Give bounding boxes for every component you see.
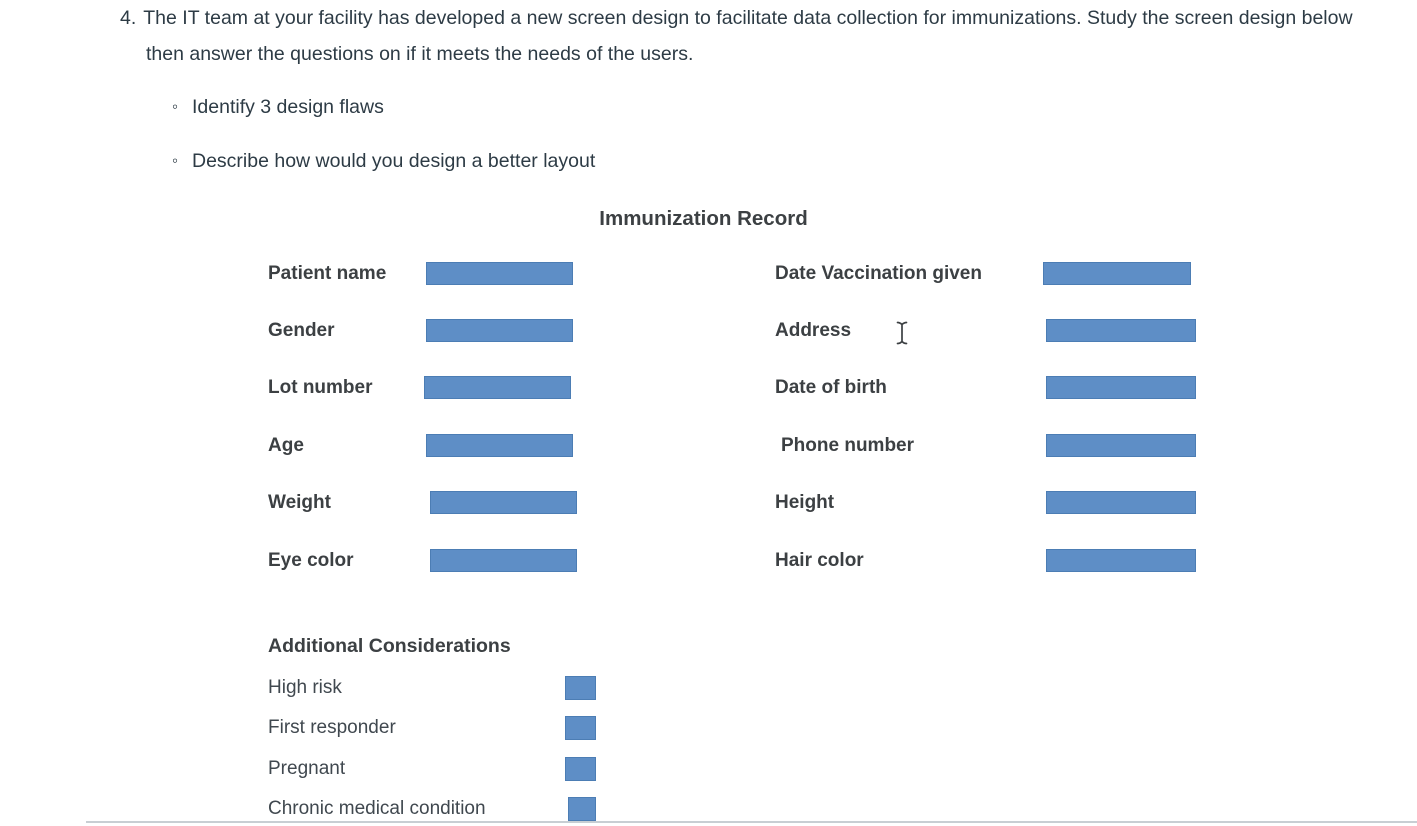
weight-label: Weight [268, 492, 331, 513]
lot-number-label: Lot number [268, 377, 373, 398]
date-of-birth-label: Date of birth [775, 377, 887, 398]
patient-name-label: Patient name [268, 263, 387, 284]
checkbox-row: Chronic medical condition [0, 796, 1417, 822]
date-vaccination-given-label: Date Vaccination given [775, 263, 982, 284]
weight-input[interactable] [430, 491, 577, 514]
eye-color-input[interactable] [430, 549, 577, 572]
form-row: Age Phone number [0, 434, 1417, 458]
checkbox-row: Pregnant [0, 756, 1417, 782]
bullet-text: Describe how would you design a better l… [192, 150, 596, 172]
high-risk-label: High risk [268, 677, 342, 698]
date-vaccination-given-input[interactable] [1043, 262, 1191, 285]
first-responder-label: First responder [268, 717, 396, 738]
phone-number-label: Phone number [781, 435, 915, 456]
height-label: Height [775, 492, 835, 513]
form-title: Immunization Record [599, 207, 808, 230]
eye-color-label: Eye color [268, 550, 354, 571]
form-row: Patient name Date Vaccination given [0, 262, 1417, 286]
height-input[interactable] [1046, 491, 1196, 514]
high-risk-checkbox[interactable] [565, 676, 596, 700]
content-divider [86, 821, 1417, 823]
question-block: 4. The IT team at your facility has devel… [120, 0, 1387, 72]
form-row: Gender Address [0, 319, 1417, 343]
first-responder-checkbox[interactable] [565, 716, 596, 740]
address-label: Address [775, 320, 852, 341]
address-input[interactable] [1046, 319, 1196, 342]
chronic-medical-condition-checkbox[interactable] [568, 797, 596, 821]
form-row: Eye color Hair color [0, 549, 1417, 573]
gender-label: Gender [268, 320, 335, 341]
patient-name-input[interactable] [426, 262, 573, 285]
pregnant-checkbox[interactable] [565, 757, 596, 781]
text-cursor-icon [896, 321, 908, 345]
form-row: Lot number Date of birth [0, 376, 1417, 400]
checkbox-row: High risk [0, 675, 1417, 701]
bullet-item: Identify 3 design flaws [192, 89, 1417, 125]
lot-number-input[interactable] [424, 376, 571, 399]
form-row: Weight Height [0, 491, 1417, 515]
phone-number-input[interactable] [1046, 434, 1196, 457]
bullet-item: Describe how would you design a better l… [192, 143, 1417, 179]
chronic-medical-condition-label: Chronic medical condition [268, 798, 486, 819]
gender-input[interactable] [426, 319, 573, 342]
question-number: 4. [120, 7, 137, 29]
question-bullets: Identify 3 design flaws Describe how wou… [0, 89, 1417, 179]
question-text: The IT team at your facility has develop… [143, 7, 1353, 65]
hair-color-input[interactable] [1046, 549, 1196, 572]
age-label: Age [268, 435, 304, 456]
age-input[interactable] [426, 434, 573, 457]
hair-color-label: Hair color [775, 550, 864, 571]
date-of-birth-input[interactable] [1046, 376, 1196, 399]
pregnant-label: Pregnant [268, 758, 346, 779]
additional-considerations-heading: Additional Considerations [268, 635, 511, 657]
checkbox-row: First responder [0, 715, 1417, 741]
bullet-text: Identify 3 design flaws [192, 96, 384, 118]
